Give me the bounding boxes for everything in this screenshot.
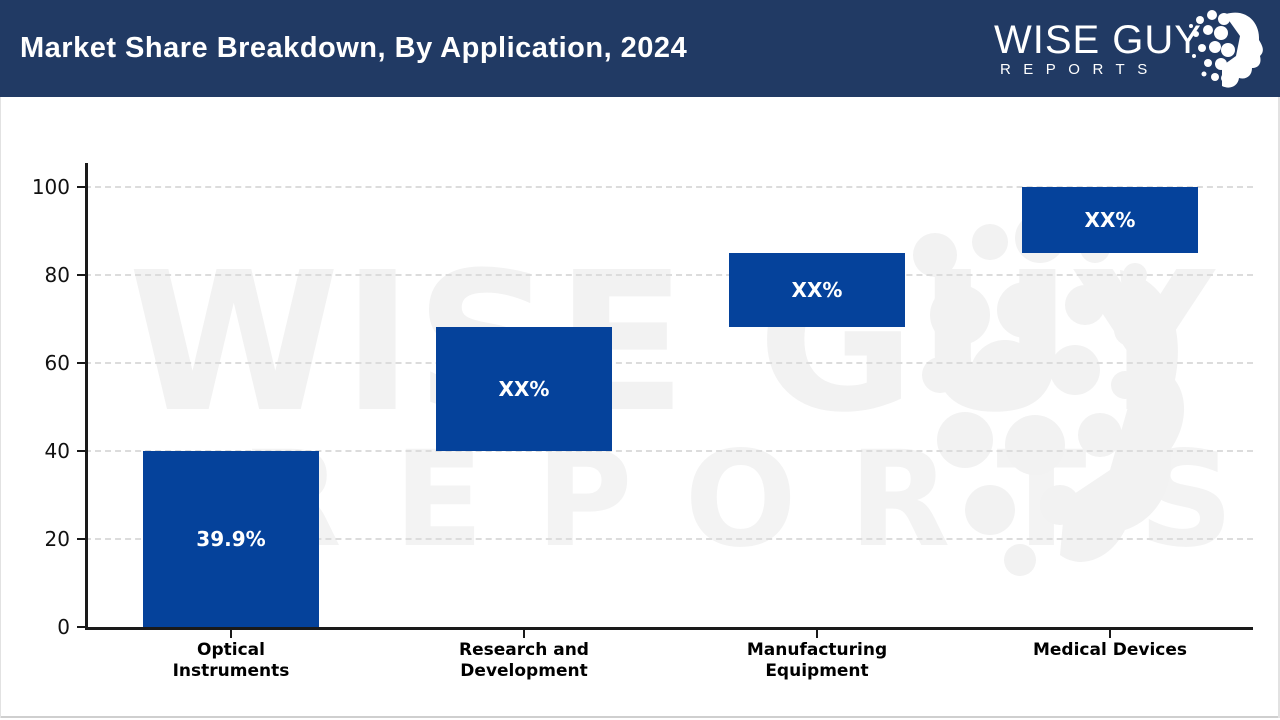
bar-value-label: 39.9% [196,527,266,552]
x-tick-mark-4 [1109,629,1111,638]
x-tick-mark-3 [816,629,818,638]
logo-text: WISE GUY REPORTS [994,20,1202,78]
gridline-80 [85,273,1253,276]
category-label-1: Optical Instruments [172,640,290,681]
wise-guy-logo: WISE GUY REPORTS [994,6,1280,92]
bar-segment-4: XX% [1022,186,1198,254]
y-tick-mark-80 [77,273,86,276]
y-tick-label-40: 40 [44,438,70,463]
y-tick-mark-20 [77,537,86,540]
bar-segment-1: 39.9% [143,451,319,627]
gridline-60 [85,361,1253,364]
y-tick-label-100: 100 [31,174,70,199]
y-tick-label-60: 60 [44,350,70,375]
x-axis-line [85,627,1253,630]
y-tick-mark-60 [77,361,86,364]
y-tick-label-80: 80 [44,262,70,287]
left-border [0,97,1,718]
logo-wordmark: WISE GUY [993,17,1202,62]
bar-value-label: XX% [791,278,843,303]
y-tick-label-0: 0 [57,615,70,639]
y-tick-mark-40 [77,449,86,452]
logo-reports-label: REPORTS [999,60,1160,78]
x-tick-mark-2 [523,629,525,638]
x-tick-mark-1 [230,629,232,638]
bar-value-label: XX% [1084,207,1136,232]
y-tick-mark-100 [77,185,86,188]
category-label-2: Research and Development [459,640,589,681]
y-tick-mark-0 [77,626,86,628]
bar-segment-2: XX% [436,327,612,452]
bar-value-label: XX% [498,377,550,402]
gridline-100 [85,185,1253,188]
right-border [1278,97,1280,718]
y-tick-label-20: 20 [44,526,70,551]
bottom-border [0,716,1280,718]
bar-segment-3: XX% [729,253,905,328]
category-label-3: Manufacturing Equipment [746,640,888,681]
logo-head-icon [1189,9,1263,88]
watermark-head-icon [913,213,1185,576]
category-label-4: Medical Devices [1032,640,1187,660]
y-axis-line [85,163,88,628]
gridline-40 [85,449,1253,452]
page-title: Market Share Breakdown, By Application, … [20,32,688,64]
header: Market Share Breakdown, By Application, … [0,0,1280,97]
watermark-wordmark: WISE GUY [128,232,1217,455]
gridline-20 [85,537,1253,540]
